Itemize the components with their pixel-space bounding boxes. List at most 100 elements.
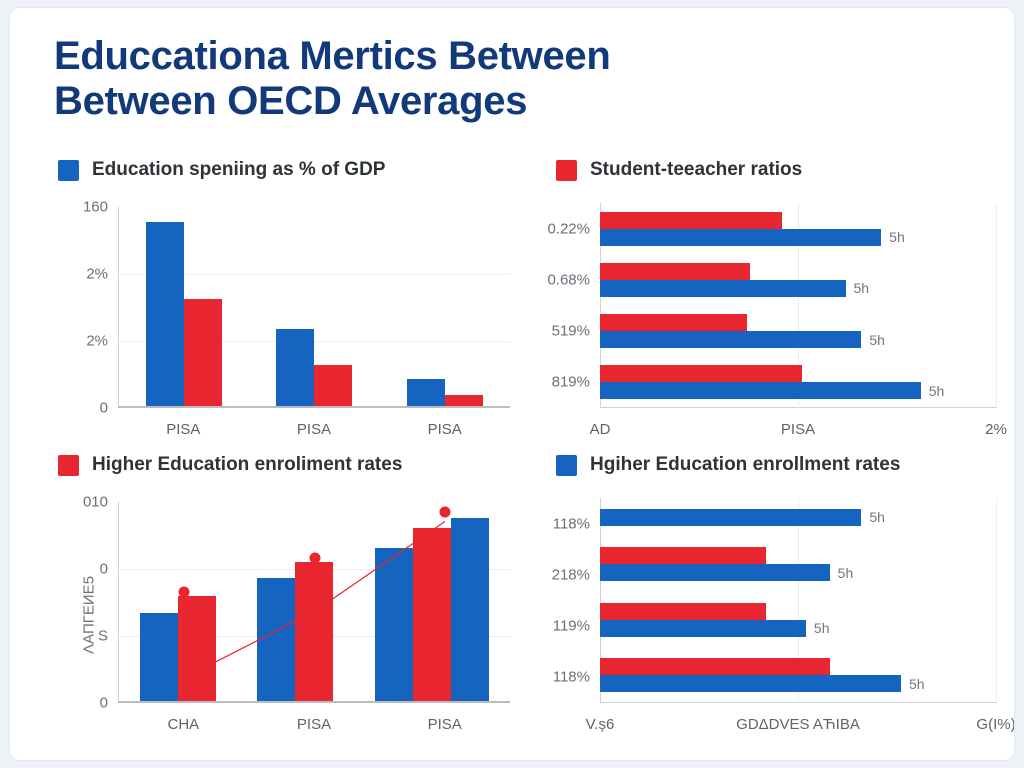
y-axis-line bbox=[600, 203, 601, 408]
bar[interactable] bbox=[600, 365, 802, 383]
bar[interactable] bbox=[600, 675, 901, 693]
bar-groups bbox=[119, 207, 510, 406]
x-axis-tick-label: PISA bbox=[427, 421, 462, 438]
bar-row: 5h bbox=[600, 619, 996, 637]
bar[interactable] bbox=[375, 547, 414, 701]
gridline bbox=[996, 498, 997, 703]
trend-marker[interactable] bbox=[439, 506, 451, 518]
x-axis-line bbox=[118, 701, 510, 703]
x-axis-tick-label: PISA bbox=[780, 421, 816, 438]
y-axis-tick-label: 118% bbox=[552, 668, 590, 686]
legend-top-left: Education speniing as % of GDP bbox=[40, 153, 518, 187]
gridline bbox=[118, 273, 510, 275]
bar[interactable] bbox=[276, 328, 315, 406]
bar[interactable] bbox=[257, 577, 296, 701]
bar-value-label: 5h bbox=[928, 382, 945, 399]
bar-group: 5h bbox=[600, 365, 996, 400]
bar[interactable] bbox=[600, 382, 921, 400]
bar[interactable] bbox=[444, 394, 483, 406]
chart-top-right: 5h 5h 5h 5h 0.22% 0.68% 519% 819% AD PISA 2% bbox=[538, 197, 1007, 442]
y-axis-title: ΛAПГЕИЕ5 bbox=[80, 575, 98, 654]
bar-rows: 5h 5h 5h 5h bbox=[600, 203, 996, 408]
y-axis-tick-label: 0 bbox=[99, 694, 108, 712]
bar[interactable] bbox=[600, 279, 846, 297]
bar-group bbox=[276, 207, 353, 406]
bar[interactable] bbox=[600, 658, 830, 676]
legend-label: Student-teeacher ratios bbox=[590, 159, 803, 180]
y-axis-tick-label: 119% bbox=[552, 617, 590, 635]
bar[interactable] bbox=[314, 364, 353, 406]
bar-row bbox=[600, 365, 996, 383]
y-axis-tick-label: 0 bbox=[99, 560, 108, 578]
x-axis-tick-label: V.ș6 bbox=[585, 716, 615, 733]
legend-label: Hgiher Education enrollment rates bbox=[590, 454, 901, 475]
bar[interactable] bbox=[184, 299, 223, 406]
bar-row: 5h bbox=[600, 508, 996, 526]
y-axis-tick-label: 2% bbox=[86, 332, 108, 350]
y-axis-tick-label: 160 bbox=[82, 198, 108, 216]
bar-group: 5h bbox=[600, 211, 996, 246]
y-axis-tick-label: 118% bbox=[552, 515, 590, 533]
bar[interactable] bbox=[139, 613, 178, 701]
bar[interactable] bbox=[600, 211, 783, 229]
legend-swatch-red-icon bbox=[58, 454, 79, 476]
bar[interactable] bbox=[600, 262, 751, 280]
bar-group: 5h bbox=[600, 547, 996, 582]
bar-group bbox=[375, 502, 490, 701]
x-axis-tick-label: PISA bbox=[296, 716, 332, 733]
panel-bottom-right: Hgiher Education enrollment rates 5h 5h 5h… bbox=[538, 448, 1014, 748]
trend-marker[interactable] bbox=[178, 586, 190, 598]
y-axis-tick-label: 0.68% bbox=[547, 271, 590, 289]
bar[interactable] bbox=[146, 221, 185, 406]
bar[interactable] bbox=[600, 508, 862, 526]
bar-row: 5h bbox=[600, 228, 996, 246]
legend-swatch-blue-icon bbox=[58, 159, 79, 181]
y-axis-tick-label: 519% bbox=[551, 322, 590, 340]
bar-value-label: 5h bbox=[853, 280, 870, 297]
bar-row bbox=[600, 314, 996, 332]
gridline bbox=[798, 498, 799, 703]
bar[interactable] bbox=[600, 314, 747, 332]
bar[interactable] bbox=[295, 561, 334, 701]
bar-group: 5h bbox=[600, 602, 996, 637]
bar[interactable] bbox=[600, 564, 830, 582]
x-axis-tick-label: PISA bbox=[296, 421, 332, 438]
gridline bbox=[996, 203, 997, 408]
bar[interactable] bbox=[177, 595, 216, 701]
x-axis-tick-label: PISA bbox=[427, 716, 462, 733]
bar-row: 5h bbox=[600, 331, 996, 349]
bar-row: 5h bbox=[600, 279, 996, 297]
panel-top-left: Education speniing as % of GDP 160 2% 2% 0 … bbox=[40, 153, 518, 453]
page-title: Educcationa Mertics Between Between OECD… bbox=[54, 34, 854, 124]
x-axis-tick-label: CHA bbox=[167, 716, 200, 733]
bar-row: 5h bbox=[600, 564, 996, 582]
bar[interactable] bbox=[600, 602, 767, 620]
bar-group: 5h bbox=[600, 262, 996, 297]
bar[interactable] bbox=[600, 228, 882, 246]
bar-value-label: 5h bbox=[869, 331, 885, 348]
chart-top-left: 160 2% 2% 0 PISA PISA PISA bbox=[40, 197, 518, 442]
x-axis-tick-label: PISA bbox=[166, 421, 201, 438]
trend-marker[interactable] bbox=[309, 552, 320, 564]
bar-row: 5h bbox=[600, 382, 996, 400]
legend-label: Higher Education enroliment rates bbox=[92, 454, 403, 475]
bar-group: 5h bbox=[600, 314, 996, 349]
bar-group: 5h bbox=[600, 508, 996, 526]
y-axis-tick-label: 218% bbox=[551, 566, 590, 584]
bar-row bbox=[600, 658, 996, 676]
bar-value-label: 5h bbox=[889, 229, 905, 246]
bar[interactable] bbox=[600, 547, 767, 565]
panel-bottom-left: Higher Education enroliment rates ΛAПГЕИ… bbox=[40, 448, 518, 748]
bar-value-label: 5h bbox=[837, 564, 854, 581]
x-axis-tick-label: GDΔDVES AЋIBA bbox=[736, 716, 860, 733]
bar-row bbox=[600, 547, 996, 565]
bar-row bbox=[600, 211, 996, 229]
bar[interactable] bbox=[406, 378, 445, 406]
chart-bottom-left: ΛAПГЕИЕ5 010 0 S 0 CHA PISA PISA bbox=[40, 492, 518, 737]
bar[interactable] bbox=[600, 619, 806, 637]
gridline bbox=[798, 203, 799, 408]
x-axis-tick-label: AD bbox=[589, 421, 611, 438]
bar[interactable] bbox=[451, 517, 490, 701]
bar[interactable] bbox=[413, 527, 452, 701]
bar[interactable] bbox=[600, 331, 862, 349]
